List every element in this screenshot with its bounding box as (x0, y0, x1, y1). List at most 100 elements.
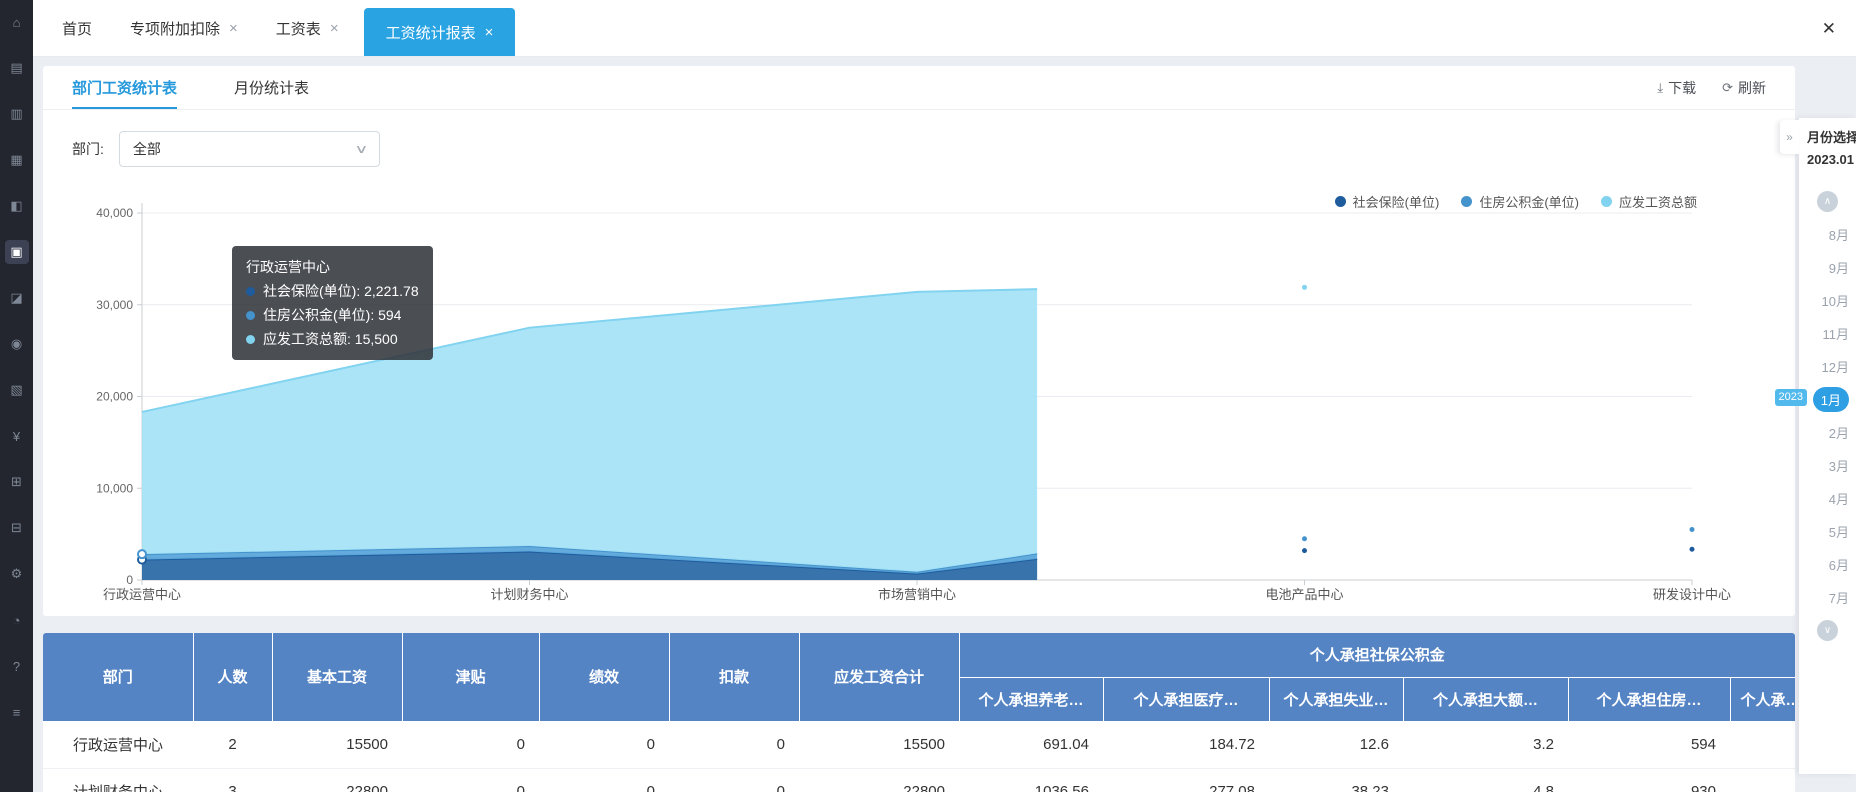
cell: 15500 (272, 721, 402, 769)
tab-special-deduction[interactable]: 专项附加扣除 × (130, 0, 238, 56)
cell: 0 (669, 768, 799, 792)
refresh-button[interactable]: ⟳ 刷新 (1722, 78, 1766, 98)
legend-label: 社会保险(单位) (1352, 195, 1440, 210)
tab-label: 工资统计报表 (385, 24, 476, 42)
month-item-8[interactable]: 8月 (1829, 218, 1849, 251)
month-item-6[interactable]: 6月 (1829, 548, 1849, 581)
tab-close-icon[interactable]: × (484, 23, 494, 41)
svg-text:40,000: 40,000 (96, 206, 133, 220)
voucher-icon[interactable]: ▥ (10, 106, 23, 121)
invoice-icon[interactable]: ◪ (10, 290, 23, 305)
legend-dot (1334, 196, 1346, 207)
cell: 计划财务中心 (43, 768, 193, 792)
series-dot (246, 334, 255, 344)
cashier-icon[interactable]: ◉ (10, 336, 23, 351)
month-label: 4月 (1828, 492, 1849, 507)
month-list: 8月 9月 10月 11月 12月 2023 1月 2月 3月 4月 5月 6月 7月 (1774, 218, 1856, 614)
tooltip-row: 社会保险(单位): 2,221.78 (246, 279, 419, 303)
tax-icon[interactable]: ¥ (12, 428, 21, 444)
month-item-11[interactable]: 11月 (1823, 317, 1850, 350)
month-item-3[interactable]: 3月 (1829, 449, 1849, 482)
tooltip-rows: 社会保险(单位): 2,221.78 住房公积金(单位): 594 应发工资总额: … (246, 279, 419, 351)
series-dot (246, 310, 255, 320)
month-item-1[interactable]: 2023 1月 (1774, 383, 1849, 416)
tab-close-icon[interactable]: × (329, 19, 339, 37)
download-button[interactable]: ⤓ 下载 (1657, 78, 1696, 98)
svg-text:行政运营中心: 行政运营中心 (103, 587, 181, 602)
legend-item-total-salary[interactable]: 应发工资总额 (1600, 192, 1697, 211)
tab-salary-sheet[interactable]: 工资表 × (276, 0, 339, 56)
month-item-9[interactable]: 9月 (1829, 251, 1849, 284)
chart-area: 0 10,000 20,000 30,000 40,000 行政运营中心 计划财务中心 市场营… (43, 190, 1795, 620)
month-label: 6月 (1828, 558, 1849, 573)
subtab-monthly-stats[interactable]: 月份统计表 (234, 80, 310, 97)
app-sidebar: ⌂ ▤ ▥ ▦ ◧ ▣ ◪ ◉ ▧ ¥ ⊞ ⊟ ⚙ ◔? ≡ (0, 0, 33, 792)
chart-card: 部门工资统计表 月份统计表 ⤓ 下载 ⟳ 刷新 部门: 全部 ∨ 0 10,000 2… (43, 66, 1795, 616)
table-row[interactable]: 计划财务中心322800000228001036.56277.0838.234.… (43, 768, 1795, 792)
department-filter-label: 部门: (72, 141, 104, 157)
tab-bar: 首页 专项附加扣除 × 工资表 × 工资统计报表 × (43, 0, 516, 56)
checkout-icon[interactable]: ⊟ (11, 520, 22, 535)
cell: 0 (669, 721, 799, 769)
scroll-down-button[interactable]: ∨ (1817, 620, 1838, 641)
legend-label: 住房公积金(单位) (1479, 195, 1579, 210)
column-header-1: 人数 (193, 633, 273, 722)
legend-label: 应发工资总额 (1618, 195, 1697, 210)
tab-label: 首页 (62, 20, 93, 38)
chevron-up-icon: ∧ (1823, 196, 1832, 207)
tab-home[interactable]: 首页 (62, 0, 92, 56)
column-header-4: 绩效 (539, 633, 670, 722)
department-select-value: 全部 (132, 141, 161, 157)
subtab-department-stats[interactable]: 部门工资统计表 (72, 66, 178, 109)
cell: 930 (1568, 768, 1730, 792)
journal-icon[interactable]: ▦ (10, 152, 23, 167)
tab-salary-report[interactable]: 工资统计报表 × (363, 8, 516, 56)
month-item-10[interactable]: 10月 (1822, 284, 1849, 317)
cell: 行政运营中心 (43, 721, 193, 769)
refresh-label: 刷新 (1738, 79, 1766, 96)
month-item-5[interactable]: 5月 (1829, 515, 1849, 548)
inventory-icon[interactable]: ⊞ (11, 474, 22, 489)
dashboard-icon[interactable]: ▤ (10, 60, 23, 75)
legend-item-housing-fund[interactable]: 住房公积金(单位) (1461, 192, 1579, 211)
salary-icon[interactable]: ▣ (4, 240, 29, 264)
assets-icon[interactable]: ▧ (10, 382, 23, 397)
month-item-12[interactable]: 12月 (1822, 350, 1849, 383)
report-icon[interactable]: ◧ (10, 198, 23, 213)
department-select[interactable]: 全部 ∨ (118, 131, 380, 167)
more-icon[interactable]: ≡ (12, 704, 21, 720)
group-header: 个人承担社保公积金 (959, 633, 1795, 678)
tab-close-icon[interactable]: × (229, 19, 238, 37)
month-item-2[interactable]: 2月 (1829, 416, 1849, 449)
download-label: 下载 (1668, 79, 1697, 96)
home-icon[interactable]: ⌂ (12, 14, 21, 30)
tab-label: 工资表 (275, 20, 321, 38)
svg-text:电池产品中心: 电池产品中心 (1265, 587, 1343, 602)
panel-collapse-handle[interactable]: » (1780, 120, 1799, 154)
month-item-4[interactable]: 4月 (1829, 482, 1849, 515)
month-label: 1月 (1812, 387, 1849, 412)
help-icon[interactable]: ? (12, 658, 21, 674)
cell: 15500 (799, 721, 959, 769)
column-header-3: 津贴 (402, 633, 540, 722)
settings-icon[interactable]: ⚙ (10, 566, 23, 581)
salary-table: 部门 人数 基本工资 津贴 绩效 扣款 应发工资合计 个人承担社保公积金 个人承担养老… 个人承担… (43, 633, 1795, 792)
cell: 0 (402, 768, 539, 792)
table-row[interactable]: 行政运营中心 2 15500 0 0 0 15500 691.04 184.72 12.6 3.2 5… (43, 721, 1795, 769)
cell (1730, 768, 1795, 792)
chevron-right-icon: » (1786, 130, 1793, 144)
cell: 184.72 (1103, 721, 1269, 769)
month-label: 7月 (1828, 591, 1849, 606)
scroll-up-button[interactable]: ∧ (1817, 191, 1838, 212)
legend-item-social-insurance[interactable]: 社会保险(单位) (1334, 192, 1440, 211)
tooltip-text: 社会保险(单位): 2,221.78 (263, 283, 419, 299)
column-header-5: 扣款 (669, 633, 800, 722)
close-icon[interactable]: ✕ (1821, 19, 1836, 38)
month-label: 11月 (1822, 327, 1850, 342)
svg-text:0: 0 (126, 573, 133, 587)
month-item-7[interactable]: 7月 (1829, 581, 1849, 614)
tooltip-text: 住房公积金(单位): 594 (263, 307, 402, 323)
year-tag: 2023 (1774, 389, 1807, 407)
user-icon[interactable]: ◔ (12, 612, 21, 628)
